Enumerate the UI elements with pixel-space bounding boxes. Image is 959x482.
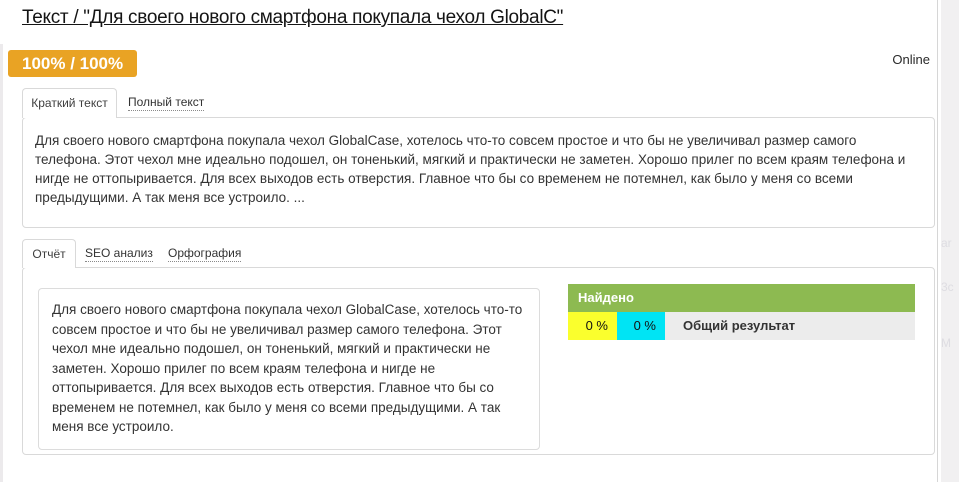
tab-short-text[interactable]: Краткий текст bbox=[22, 88, 117, 118]
gutter-fragment: ar bbox=[941, 236, 952, 250]
gutter-fragment: M bbox=[941, 336, 951, 350]
report-excerpt-text: Для своего нового смартфона покупала чех… bbox=[52, 302, 523, 434]
percent-cell-cyan: 0 % bbox=[617, 312, 665, 340]
content-right-border bbox=[937, 0, 938, 482]
short-text-content: Для своего нового смартфона покупала чех… bbox=[35, 133, 906, 205]
gutter-fragment: 3c bbox=[941, 280, 954, 294]
right-gutter: ar 3c M bbox=[941, 0, 959, 482]
results-table: Найдено 0 % 0 % Общий результат bbox=[568, 284, 915, 340]
results-table-header: Найдено bbox=[568, 284, 915, 312]
left-edge-strip bbox=[0, 44, 3, 482]
tab-spelling[interactable]: Орфография bbox=[168, 246, 242, 262]
page-title-link[interactable]: Текст / "Для своего нового смартфона пок… bbox=[22, 7, 564, 28]
percent-cell-yellow: 0 % bbox=[568, 312, 617, 340]
results-table-row: 0 % 0 % Общий результат bbox=[568, 312, 915, 340]
tab-full-text[interactable]: Полный текст bbox=[128, 95, 205, 111]
report-excerpt-box: Для своего нового смартфона покупала чех… bbox=[38, 288, 540, 450]
online-status-label: Online bbox=[892, 52, 930, 67]
tab-report[interactable]: Отчёт bbox=[22, 239, 76, 268]
uniqueness-score-badge: 100% / 100% bbox=[8, 50, 138, 77]
result-label: Общий результат bbox=[665, 312, 915, 340]
tab-seo-analysis[interactable]: SEO анализ bbox=[85, 246, 153, 262]
short-text-panel: Для своего нового смартфона покупала чех… bbox=[22, 117, 935, 228]
